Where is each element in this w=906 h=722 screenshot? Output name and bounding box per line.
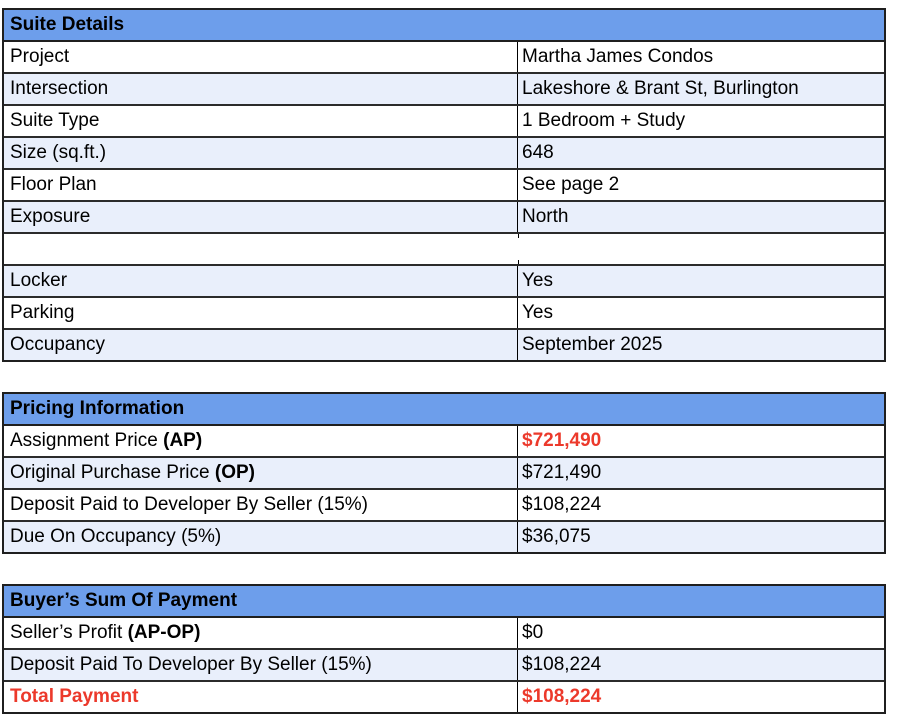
buyers-sum-of-payment-header: Buyer’s Sum Of Payment xyxy=(4,586,884,618)
suite-details-rows: Project Martha James Condos Intersection La… xyxy=(4,42,884,360)
row-label-cell: Deposit Paid To Developer By Seller (15%… xyxy=(4,650,517,680)
suite-details-table: Suite Details Project Martha James Condos… xyxy=(2,8,886,362)
table-row: Assignment Price (AP) $721,490 xyxy=(4,426,884,458)
row-label-cell: Suite Type xyxy=(4,106,517,136)
row-value-cell: September 2025 xyxy=(517,330,884,360)
table-row: Locker Yes xyxy=(4,266,884,298)
row-label: Exposure xyxy=(10,206,91,227)
row-label-bold: (AP-OP) xyxy=(127,622,201,643)
row-label-bold: (AP) xyxy=(163,430,203,451)
row-label: Parking xyxy=(10,302,75,323)
row-label-cell: Size (sq.ft.) xyxy=(4,138,517,168)
row-value-cell xyxy=(517,234,884,264)
row-value: $721,490 xyxy=(522,462,602,483)
row-value: 648 xyxy=(522,142,554,163)
row-value: $0 xyxy=(522,622,544,643)
buyers-sum-of-payment-rows: Seller’s Profit (AP-OP) $0 Deposit Paid To… xyxy=(4,618,884,712)
row-label: Seller’s Profit xyxy=(10,622,128,643)
pricing-information-title: Pricing Information xyxy=(10,398,185,419)
row-value-cell: North xyxy=(517,202,884,232)
pricing-information-rows: Assignment Price (AP) $721,490 Original Pu… xyxy=(4,426,884,552)
table-row xyxy=(4,234,884,266)
pricing-information-table: Pricing Information Assignment Price (AP… xyxy=(2,392,886,554)
row-label: Deposit Paid To Developer By Seller (15%… xyxy=(10,654,372,675)
row-label-cell: Occupancy xyxy=(4,330,517,360)
row-value-cell: Yes xyxy=(517,298,884,328)
row-value: 1 Bedroom + Study xyxy=(522,110,686,131)
row-label-cell: Due On Occupancy (5%) xyxy=(4,522,517,552)
table-row: Floor Plan See page 2 xyxy=(4,170,884,202)
row-label: Size (sq.ft.) xyxy=(10,142,107,163)
row-label-cell: Exposure xyxy=(4,202,517,232)
row-value-cell: Lakeshore & Brant St, Burlington xyxy=(517,74,884,104)
row-label-cell: Original Purchase Price (OP) xyxy=(4,458,517,488)
row-label-cell: Seller’s Profit (AP-OP) xyxy=(4,618,517,648)
row-value-cell: $721,490 xyxy=(517,426,884,456)
row-label-cell: Assignment Price (AP) xyxy=(4,426,517,456)
row-label-cell: Parking xyxy=(4,298,517,328)
row-label: Suite Type xyxy=(10,110,100,131)
table-row: Intersection Lakeshore & Brant St, Burlin… xyxy=(4,74,884,106)
row-value: Yes xyxy=(522,302,553,323)
row-value-cell: Yes xyxy=(517,266,884,296)
row-value: Yes xyxy=(522,270,553,291)
table-row: Deposit Paid to Developer By Seller (15%… xyxy=(4,490,884,522)
buyers-sum-of-payment-table: Buyer’s Sum Of Payment Seller’s Profit (… xyxy=(2,584,886,714)
row-label-bold: (OP) xyxy=(214,462,255,483)
row-label-cell: Total Payment xyxy=(4,682,517,712)
table-row: Original Purchase Price (OP) $721,490 xyxy=(4,458,884,490)
row-label-cell xyxy=(4,234,517,264)
row-value: $108,224 xyxy=(522,654,602,675)
table-row: Suite Type 1 Bedroom + Study xyxy=(4,106,884,138)
row-value-cell: $108,224 xyxy=(517,682,884,712)
table-row: Total Payment $108,224 xyxy=(4,682,884,712)
table-row: Occupancy September 2025 xyxy=(4,330,884,360)
suite-details-header: Suite Details xyxy=(4,10,884,42)
table-row: Parking Yes xyxy=(4,298,884,330)
table-row: Seller’s Profit (AP-OP) $0 xyxy=(4,618,884,650)
row-value: September 2025 xyxy=(522,334,663,355)
row-value: Lakeshore & Brant St, Burlington xyxy=(522,78,799,99)
row-value: $36,075 xyxy=(522,526,591,547)
row-label: Locker xyxy=(10,270,68,291)
row-label: Intersection xyxy=(10,78,109,99)
row-label-cell: Project xyxy=(4,42,517,72)
row-value: $108,224 xyxy=(522,686,602,707)
row-label: Assignment Price xyxy=(10,430,164,451)
row-value-cell: See page 2 xyxy=(517,170,884,200)
row-value: North xyxy=(522,206,569,227)
row-value-cell: 648 xyxy=(517,138,884,168)
row-label: Deposit Paid to Developer By Seller (15%… xyxy=(10,494,369,515)
row-label: Occupancy xyxy=(10,334,106,355)
row-label: Floor Plan xyxy=(10,174,97,195)
row-label: Total Payment xyxy=(10,686,139,707)
row-value-cell: $36,075 xyxy=(517,522,884,552)
row-label-cell: Intersection xyxy=(4,74,517,104)
row-value: See page 2 xyxy=(522,174,620,195)
row-label: Due On Occupancy (5%) xyxy=(10,526,222,547)
row-value-cell: $108,224 xyxy=(517,490,884,520)
table-row: Exposure North xyxy=(4,202,884,234)
suite-details-title: Suite Details xyxy=(10,14,125,35)
row-value-cell: 1 Bedroom + Study xyxy=(517,106,884,136)
row-value: $108,224 xyxy=(522,494,602,515)
row-label-cell: Locker xyxy=(4,266,517,296)
buyers-sum-of-payment-title: Buyer’s Sum Of Payment xyxy=(10,590,238,611)
row-label-cell: Floor Plan xyxy=(4,170,517,200)
row-label: Original Purchase Price xyxy=(10,462,215,483)
row-value: Martha James Condos xyxy=(522,46,714,67)
row-label: Project xyxy=(10,46,70,67)
table-row: Size (sq.ft.) 648 xyxy=(4,138,884,170)
row-value-cell: Martha James Condos xyxy=(517,42,884,72)
row-value-cell: $0 xyxy=(517,618,884,648)
row-value: $721,490 xyxy=(522,430,602,451)
row-label-cell: Deposit Paid to Developer By Seller (15%… xyxy=(4,490,517,520)
row-value-cell: $721,490 xyxy=(517,458,884,488)
row-value-cell: $108,224 xyxy=(517,650,884,680)
table-row: Deposit Paid To Developer By Seller (15%… xyxy=(4,650,884,682)
table-row: Due On Occupancy (5%) $36,075 xyxy=(4,522,884,552)
pricing-information-header: Pricing Information xyxy=(4,394,884,426)
table-row: Project Martha James Condos xyxy=(4,42,884,74)
